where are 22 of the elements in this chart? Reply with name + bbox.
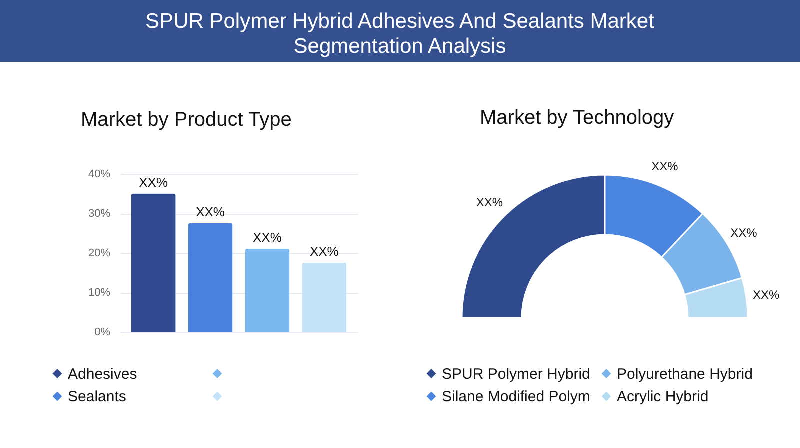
data-label: XX% <box>310 244 340 259</box>
y-tick-label: 0% <box>94 326 111 338</box>
y-tick-label: 40% <box>88 168 111 180</box>
y-tick-label: 20% <box>88 248 111 260</box>
legend-label: Acrylic Hybrid <box>617 388 709 406</box>
text: SPUR Polymer Hybrid Adhesives And Sealants Market Segmentation Analysis <box>146 10 655 58</box>
chart-title: Market by Technology <box>480 107 674 129</box>
y-tick-label: 10% <box>88 287 111 299</box>
legend-label: Silane Modified Polym <box>442 388 590 406</box>
legend-label: Polyurethane Hybrid <box>617 366 753 383</box>
data-label: XX% <box>476 196 504 210</box>
data-label: XX% <box>753 288 780 302</box>
legend-label: Sealants <box>68 388 126 406</box>
y-tick-label: 30% <box>88 208 111 220</box>
data-label: XX% <box>730 226 758 240</box>
data-label: XX% <box>253 230 282 246</box>
data-label: XX% <box>652 159 679 174</box>
legend-label: Adhesives <box>68 366 138 383</box>
legend-label: SPUR Polymer Hybrid <box>442 366 590 383</box>
data-label: XX% <box>139 174 168 190</box>
data-label: XX% <box>196 204 226 220</box>
chart-title: Market by Product Type <box>81 109 292 131</box>
